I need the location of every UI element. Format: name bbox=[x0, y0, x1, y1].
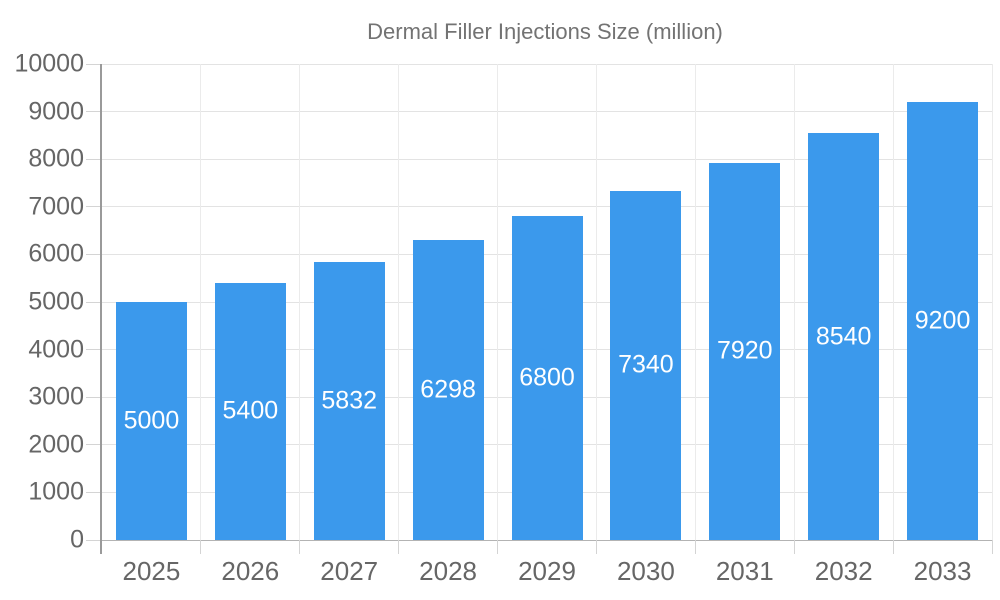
y-gridline bbox=[102, 206, 992, 208]
x-axis-label: 2030 bbox=[616, 556, 675, 586]
x-axis-label: 2033 bbox=[913, 556, 972, 586]
x-gridline bbox=[793, 64, 795, 540]
x-gridline bbox=[892, 64, 894, 540]
y-axis-tick bbox=[86, 349, 102, 351]
bar-value-label: 7340 bbox=[618, 350, 674, 379]
legend-swatch-icon bbox=[277, 20, 356, 44]
y-axis-label: 8000 bbox=[28, 144, 84, 173]
y-axis-tick bbox=[86, 253, 102, 255]
bar-value-label: 5832 bbox=[321, 386, 378, 415]
y-axis-label: 3000 bbox=[28, 382, 84, 411]
y-axis-label: 7000 bbox=[28, 192, 84, 221]
x-axis-tick bbox=[793, 540, 795, 554]
bar-value-label: 6298 bbox=[420, 375, 476, 404]
bar-2027[interactable]: 5832 bbox=[313, 262, 385, 540]
bar-value-label: 9200 bbox=[914, 306, 971, 335]
y-axis-tick bbox=[86, 111, 102, 113]
y-axis-label: 2000 bbox=[28, 430, 84, 459]
bar-2030[interactable]: 7340 bbox=[610, 190, 682, 540]
bar-value-label: 6800 bbox=[519, 363, 575, 392]
x-gridline bbox=[694, 64, 696, 540]
x-gridline bbox=[200, 64, 202, 540]
y-gridline bbox=[102, 111, 992, 113]
x-axis-tick bbox=[892, 540, 894, 554]
y-axis-label: 9000 bbox=[28, 97, 84, 126]
x-gridline bbox=[595, 64, 597, 540]
x-axis-tick bbox=[200, 540, 202, 554]
bar-value-label: 7920 bbox=[716, 336, 773, 365]
x-gridline bbox=[398, 64, 400, 540]
bar-value-label: 5000 bbox=[123, 406, 180, 435]
x-axis-tick bbox=[299, 540, 301, 554]
y-axis-tick bbox=[86, 301, 102, 303]
x-axis-label: 2032 bbox=[814, 556, 873, 586]
x-axis-label: 2025 bbox=[122, 556, 181, 586]
bar-2029[interactable]: 6800 bbox=[511, 216, 583, 540]
y-axis-label: 4000 bbox=[28, 335, 84, 364]
bar-2025[interactable]: 5000 bbox=[115, 302, 187, 540]
x-axis-tick bbox=[595, 540, 597, 554]
x-axis-label: 2027 bbox=[320, 556, 379, 586]
y-gridline bbox=[102, 539, 992, 541]
y-axis-tick bbox=[86, 491, 102, 493]
y-gridline bbox=[102, 63, 992, 65]
x-axis-tick bbox=[694, 540, 696, 554]
bar-2026[interactable]: 5400 bbox=[214, 282, 286, 540]
bar-value-label: 5400 bbox=[222, 396, 279, 425]
y-axis-tick bbox=[86, 63, 102, 65]
x-axis-tick bbox=[398, 540, 400, 554]
legend-item[interactable]: Dermal Filler Injections Size (million) bbox=[277, 19, 723, 45]
y-axis-label: 0 bbox=[70, 525, 84, 554]
y-gridline bbox=[102, 158, 992, 160]
y-axis-label: 10000 bbox=[14, 49, 84, 78]
bar-2032[interactable]: 8540 bbox=[808, 133, 880, 540]
y-axis-tick bbox=[86, 444, 102, 446]
x-axis-label: 2031 bbox=[715, 556, 774, 586]
y-axis-tick bbox=[86, 396, 102, 398]
legend-label: Dermal Filler Injections Size (million) bbox=[367, 19, 723, 44]
x-gridline bbox=[299, 64, 301, 540]
bar-2031[interactable]: 7920 bbox=[709, 163, 781, 540]
y-axis-tick bbox=[86, 158, 102, 160]
y-axis-label: 5000 bbox=[28, 287, 84, 316]
x-axis-label: 2029 bbox=[518, 556, 576, 586]
y-axis-label: 1000 bbox=[28, 477, 84, 506]
x-axis-tick bbox=[497, 540, 499, 554]
bar-2033[interactable]: 9200 bbox=[907, 102, 979, 540]
bar-2028[interactable]: 6298 bbox=[412, 240, 484, 540]
x-gridline bbox=[991, 64, 993, 540]
y-axis-label: 6000 bbox=[28, 239, 84, 268]
y-axis-line bbox=[100, 64, 102, 554]
x-axis-label: 2028 bbox=[419, 556, 478, 586]
x-axis-label: 2026 bbox=[221, 556, 280, 586]
y-axis-tick bbox=[86, 539, 102, 541]
y-axis-tick bbox=[86, 206, 102, 208]
x-axis-tick bbox=[991, 540, 993, 554]
x-gridline bbox=[497, 64, 499, 540]
bar-value-label: 8540 bbox=[815, 322, 872, 351]
